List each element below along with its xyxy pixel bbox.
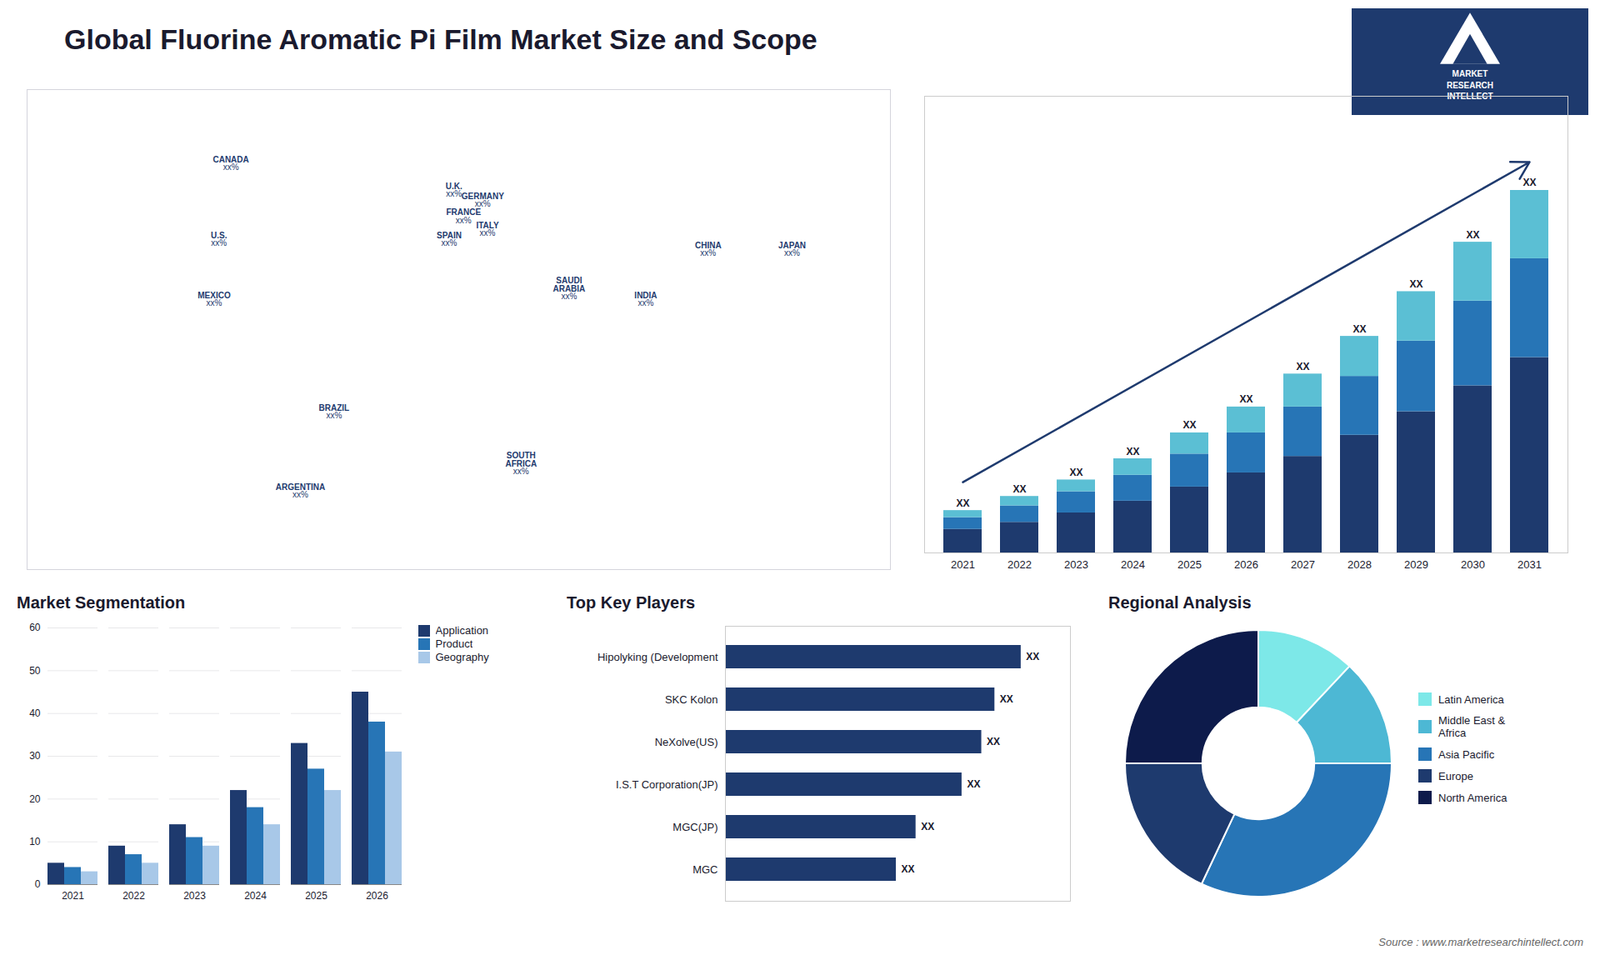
html-text:Latin America: Latin America: [1438, 692, 1504, 706]
svg-text:2024: 2024: [244, 890, 267, 902]
svg-text:XX: XX: [1125, 445, 1140, 458]
svg-text:U.S.: U.S.: [210, 231, 227, 241]
svg-text:2026: 2026: [1234, 558, 1259, 571]
svg-text:INDIA: INDIA: [634, 290, 658, 300]
svg-text:U.K.: U.K.: [445, 181, 463, 191]
svg-text:10: 10: [29, 835, 41, 848]
svg-text:XX: XX: [955, 497, 970, 510]
svg-text:SAUDIARABIA: SAUDIARABIA: [552, 275, 585, 294]
svg-text:XX: XX: [986, 735, 1000, 748]
svg-text:GERMANY: GERMANY: [461, 191, 504, 201]
svg-text:SOUTHAFRICA: SOUTHAFRICA: [505, 450, 537, 469]
svg-text:xx%: xx%: [475, 199, 491, 209]
svg-text:2021: 2021: [61, 890, 85, 902]
svg-text:xx%: xx%: [700, 248, 716, 258]
svg-text:SPAIN: SPAIN: [436, 231, 462, 241]
svg-text:2029: 2029: [1404, 558, 1429, 571]
svg-text:xx%: xx%: [513, 466, 530, 476]
svg-text:I.S.T Corporation(JP): I.S.T Corporation(JP): [615, 778, 719, 791]
svg-text:CANADA: CANADA: [212, 154, 249, 165]
svg-text:xx%: xx%: [292, 490, 309, 500]
html-text:Market Segmentation: Market Segmentation: [16, 593, 186, 612]
svg-text:2021: 2021: [950, 558, 975, 571]
svg-text:NeXolve(US): NeXolve(US): [655, 735, 719, 749]
svg-text:2031: 2031: [1517, 558, 1542, 571]
svg-text:MGC(JP): MGC(JP): [672, 820, 718, 834]
svg-text:2025: 2025: [1177, 558, 1202, 571]
svg-text:xx%: xx%: [441, 238, 458, 248]
svg-text:0: 0: [35, 878, 41, 890]
svg-text:2023: 2023: [1064, 558, 1089, 571]
svg-text:XX: XX: [1012, 483, 1026, 495]
html-text:Global Fluorine Aromatic Pi Fi: Global Fluorine Aromatic Pi Film Market …: [64, 23, 818, 55]
svg-text:SKC Kolon: SKC Kolon: [665, 693, 719, 706]
svg-text:XX: XX: [1000, 693, 1014, 705]
svg-text:20: 20: [29, 793, 41, 805]
svg-text:xx%: xx%: [638, 298, 655, 308]
html-text:Geography: Geography: [435, 650, 489, 664]
html-text:Top Key Players: Top Key Players: [566, 593, 696, 612]
svg-text:50: 50: [29, 665, 41, 677]
svg-text:30: 30: [29, 750, 41, 762]
svg-text:xx%: xx%: [784, 248, 800, 258]
html-text:MARKET RESEARCH INTELLECT: MARKET RESEARCH INTELLECT: [1446, 69, 1494, 101]
svg-text:MEXICO: MEXICO: [197, 290, 231, 300]
svg-text:XX: XX: [1522, 176, 1536, 189]
svg-text:XX: XX: [1352, 323, 1366, 335]
svg-text:XX: XX: [1182, 419, 1196, 431]
svg-text:BRAZIL: BRAZIL: [318, 403, 350, 413]
svg-text:60: 60: [29, 621, 41, 634]
svg-text:2030: 2030: [1460, 558, 1485, 571]
svg-text:CHINA: CHINA: [695, 241, 722, 251]
svg-text:40: 40: [29, 707, 41, 720]
svg-text:2022: 2022: [1007, 558, 1032, 571]
svg-text:XX: XX: [1465, 229, 1480, 241]
html-text:North America: North America: [1438, 791, 1507, 804]
svg-text:xx%: xx%: [480, 228, 496, 238]
svg-text:XX: XX: [1295, 360, 1310, 373]
svg-text:JAPAN: JAPAN: [778, 241, 806, 251]
svg-text:XX: XX: [1069, 466, 1083, 479]
html-text:Regional Analysis: Regional Analysis: [1108, 593, 1252, 612]
svg-text:ARGENTINA: ARGENTINA: [275, 482, 326, 492]
html-text:Asia Pacific: Asia Pacific: [1438, 747, 1495, 761]
svg-text:xx%: xx%: [560, 291, 577, 301]
svg-text:ITALY: ITALY: [476, 221, 499, 231]
svg-text:XX: XX: [920, 820, 935, 833]
svg-text:XX: XX: [1409, 278, 1423, 290]
svg-text:2027: 2027: [1290, 558, 1315, 571]
svg-text:xx%: xx%: [223, 162, 240, 172]
svg-text:MGC: MGC: [692, 863, 718, 876]
svg-text:XX: XX: [966, 778, 980, 790]
svg-text:XX: XX: [901, 863, 915, 875]
svg-text:XX: XX: [1239, 393, 1253, 405]
svg-text:xx%: xx%: [455, 215, 472, 225]
svg-text:xx%: xx%: [210, 238, 227, 248]
html-text:Middle East & Africa: Middle East & Africa: [1438, 714, 1506, 740]
svg-text:2022: 2022: [122, 890, 145, 902]
svg-text:xx%: xx%: [445, 189, 462, 199]
svg-text:FRANCE: FRANCE: [446, 207, 481, 218]
svg-text:xx%: xx%: [325, 410, 342, 420]
html-text:Source : www.marketresearchint: Source : www.marketresearchintellect.com: [1378, 935, 1584, 949]
svg-text:xx%: xx%: [206, 298, 223, 308]
html-text:Application: Application: [435, 624, 489, 637]
svg-text:2023: 2023: [183, 890, 206, 902]
svg-text:2024: 2024: [1120, 558, 1145, 571]
svg-text:2028: 2028: [1347, 558, 1372, 571]
html-text:Product: Product: [435, 637, 473, 650]
svg-text:XX: XX: [1025, 650, 1040, 663]
html-text:Europe: Europe: [1438, 769, 1474, 783]
svg-text:2025: 2025: [305, 890, 328, 902]
svg-text:2026: 2026: [365, 890, 389, 902]
svg-text:Hipolyking (Development: Hipolyking (Development: [597, 650, 719, 664]
